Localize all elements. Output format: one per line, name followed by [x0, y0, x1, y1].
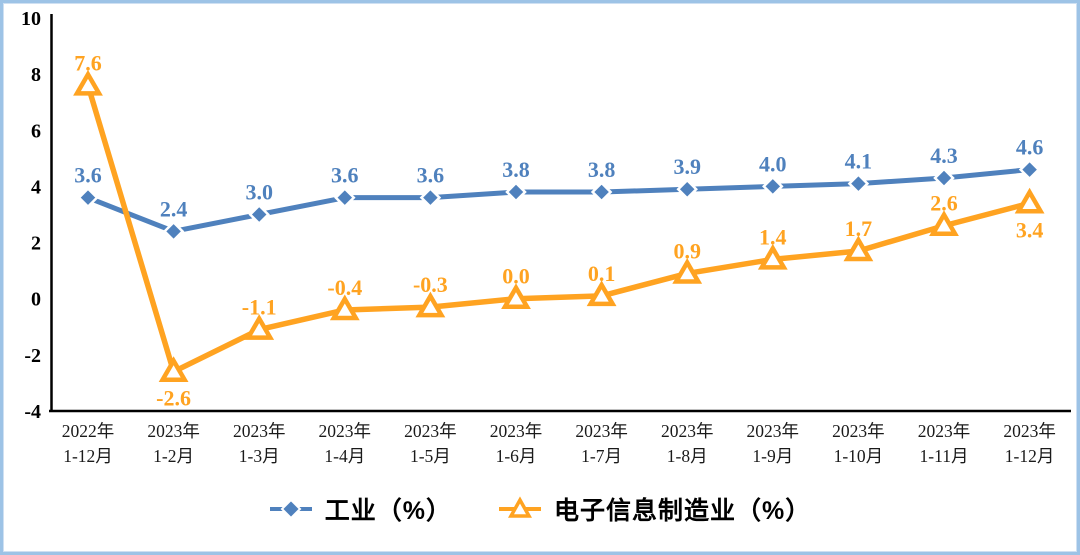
data-label: 0.1	[588, 261, 616, 286]
diamond-marker	[933, 167, 955, 189]
data-label: 3.8	[588, 157, 616, 182]
triangle-marker	[415, 291, 446, 318]
data-label: 0.0	[502, 264, 530, 289]
x-category-label-months: 1-5月	[410, 446, 451, 466]
data-label: 7.6	[74, 50, 102, 75]
diamond-marker	[590, 181, 613, 203]
x-category-label-months: 1-2月	[153, 446, 194, 466]
data-label: 3.6	[331, 163, 359, 188]
triangle-marker	[586, 280, 617, 307]
x-category-label-year: 2023年	[918, 421, 971, 441]
x-category-label-months: 1-10月	[834, 446, 884, 466]
x-category-label-year: 2023年	[233, 421, 286, 441]
triangle-marker	[843, 235, 874, 262]
data-label: 1.4	[759, 224, 787, 249]
y-tick-label: 10	[21, 8, 41, 30]
data-label: -0.4	[327, 275, 362, 300]
data-label: 3.8	[502, 157, 530, 182]
diamond-marker	[1018, 158, 1041, 181]
series-line-0	[87, 167, 1030, 234]
x-category-label-year: 2023年	[575, 421, 628, 441]
diamond-marker	[162, 220, 185, 243]
data-label: 4.1	[845, 149, 873, 174]
legend-item-electronics: 电子信息制造业（%）	[498, 491, 811, 527]
data-label: 3.4	[1016, 217, 1044, 242]
diamond-marker	[248, 203, 270, 226]
triangle-marker	[672, 257, 703, 284]
diamond-marker	[505, 181, 527, 203]
y-tick-label: 8	[31, 64, 41, 86]
data-label: 1.7	[845, 216, 873, 241]
data-label: 2.4	[160, 196, 188, 221]
x-category-label-year: 2023年	[1003, 421, 1056, 441]
x-category-label-months: 1-4月	[324, 446, 365, 466]
y-tick-label: -2	[24, 345, 41, 367]
y-tick-label: 4	[31, 176, 41, 198]
diamond-marker	[847, 172, 870, 195]
x-category-label-months: 1-12月	[1005, 446, 1055, 466]
data-label: 2.6	[930, 191, 958, 216]
x-category-label-year: 2023年	[747, 421, 800, 441]
data-label: 3.6	[417, 163, 445, 188]
x-category-label-year: 2023年	[661, 421, 714, 441]
triangle-marker	[501, 283, 531, 309]
diamond-marker	[676, 178, 698, 201]
y-tick-label: 2	[31, 233, 41, 255]
series-0: 3.6 2.4 3.0 3.6 3.6 3.8 3.8 3.9 4.0 4.1 4.3 4.6	[74, 135, 1044, 243]
y-tick-label: 6	[31, 120, 41, 142]
x-category-label-months: 1-7月	[581, 446, 622, 466]
x-category-label-year: 2023年	[490, 421, 543, 441]
x-category-label-year: 2023年	[404, 421, 457, 441]
y-tick-label: -4	[24, 401, 41, 423]
data-label: 0.9	[673, 238, 701, 263]
x-category-label-year: 2023年	[832, 421, 885, 441]
axes	[49, 14, 1071, 413]
x-category-label-months: 1-11月	[920, 446, 969, 466]
data-label: 4.3	[930, 143, 958, 168]
electronics-legend-marker	[499, 496, 541, 518]
x-category-label-months: 1-6月	[496, 446, 537, 466]
legend-label-electronics: 电子信息制造业（%）	[554, 497, 812, 525]
triangle-marker	[757, 243, 788, 270]
series-1: 7.6 -2.6 -1.1 -0.4 -0.3 0.0 0.1 0.9 1.4 1.7 2.6 3.4	[73, 50, 1045, 411]
legend-label-industry: 工业（%）	[324, 497, 452, 525]
diamond-marker	[762, 175, 784, 198]
x-category-label-year: 2023年	[147, 421, 200, 441]
x-category-label-year: 2023年	[319, 421, 372, 441]
data-label: 4.0	[759, 151, 787, 176]
triangle-marker	[929, 210, 959, 236]
data-label: 4.6	[1016, 135, 1044, 160]
diamond-marker	[77, 186, 99, 209]
triangle-marker	[329, 294, 360, 321]
chart-legend: 工业（%） 电子信息制造业（%）	[3, 478, 1077, 554]
data-label: 3.0	[245, 180, 273, 205]
x-category-label-months: 1-8月	[667, 446, 708, 466]
triangle-marker	[1014, 187, 1045, 214]
data-label: -0.3	[413, 272, 448, 297]
x-category-label-months: 1-9月	[752, 446, 793, 466]
triangle-marker	[73, 69, 103, 96]
diamond-marker	[419, 186, 442, 209]
y-tick-label: 0	[31, 289, 41, 311]
x-axis-labels: 2022年 1-12月 2023年 1-2月 2023年 1-3月 2023年 1-4月 202…	[62, 421, 1056, 466]
line-chart: 1086420-2-42022年1-12月2023年1-2月2023年1-3月2…	[21, 8, 1071, 466]
series-line-1	[85, 84, 1031, 375]
data-label: -2.6	[156, 386, 191, 411]
triangle-marker	[244, 314, 275, 340]
diamond-marker	[334, 186, 356, 209]
industry-legend-marker	[269, 498, 312, 520]
legend-item-industry: 工业（%）	[269, 491, 452, 527]
data-label: 3.6	[74, 163, 102, 188]
x-category-label-months: 1-3月	[239, 446, 280, 466]
data-label: -1.1	[242, 295, 277, 320]
data-label: 3.9	[673, 154, 701, 179]
triangle-marker	[158, 356, 189, 382]
x-category-label-year: 2022年	[62, 421, 115, 441]
x-category-label-months: 1-12月	[63, 446, 113, 466]
y-axis-ticks: 10 8 6 4 2 0 -2 -4	[21, 8, 41, 423]
